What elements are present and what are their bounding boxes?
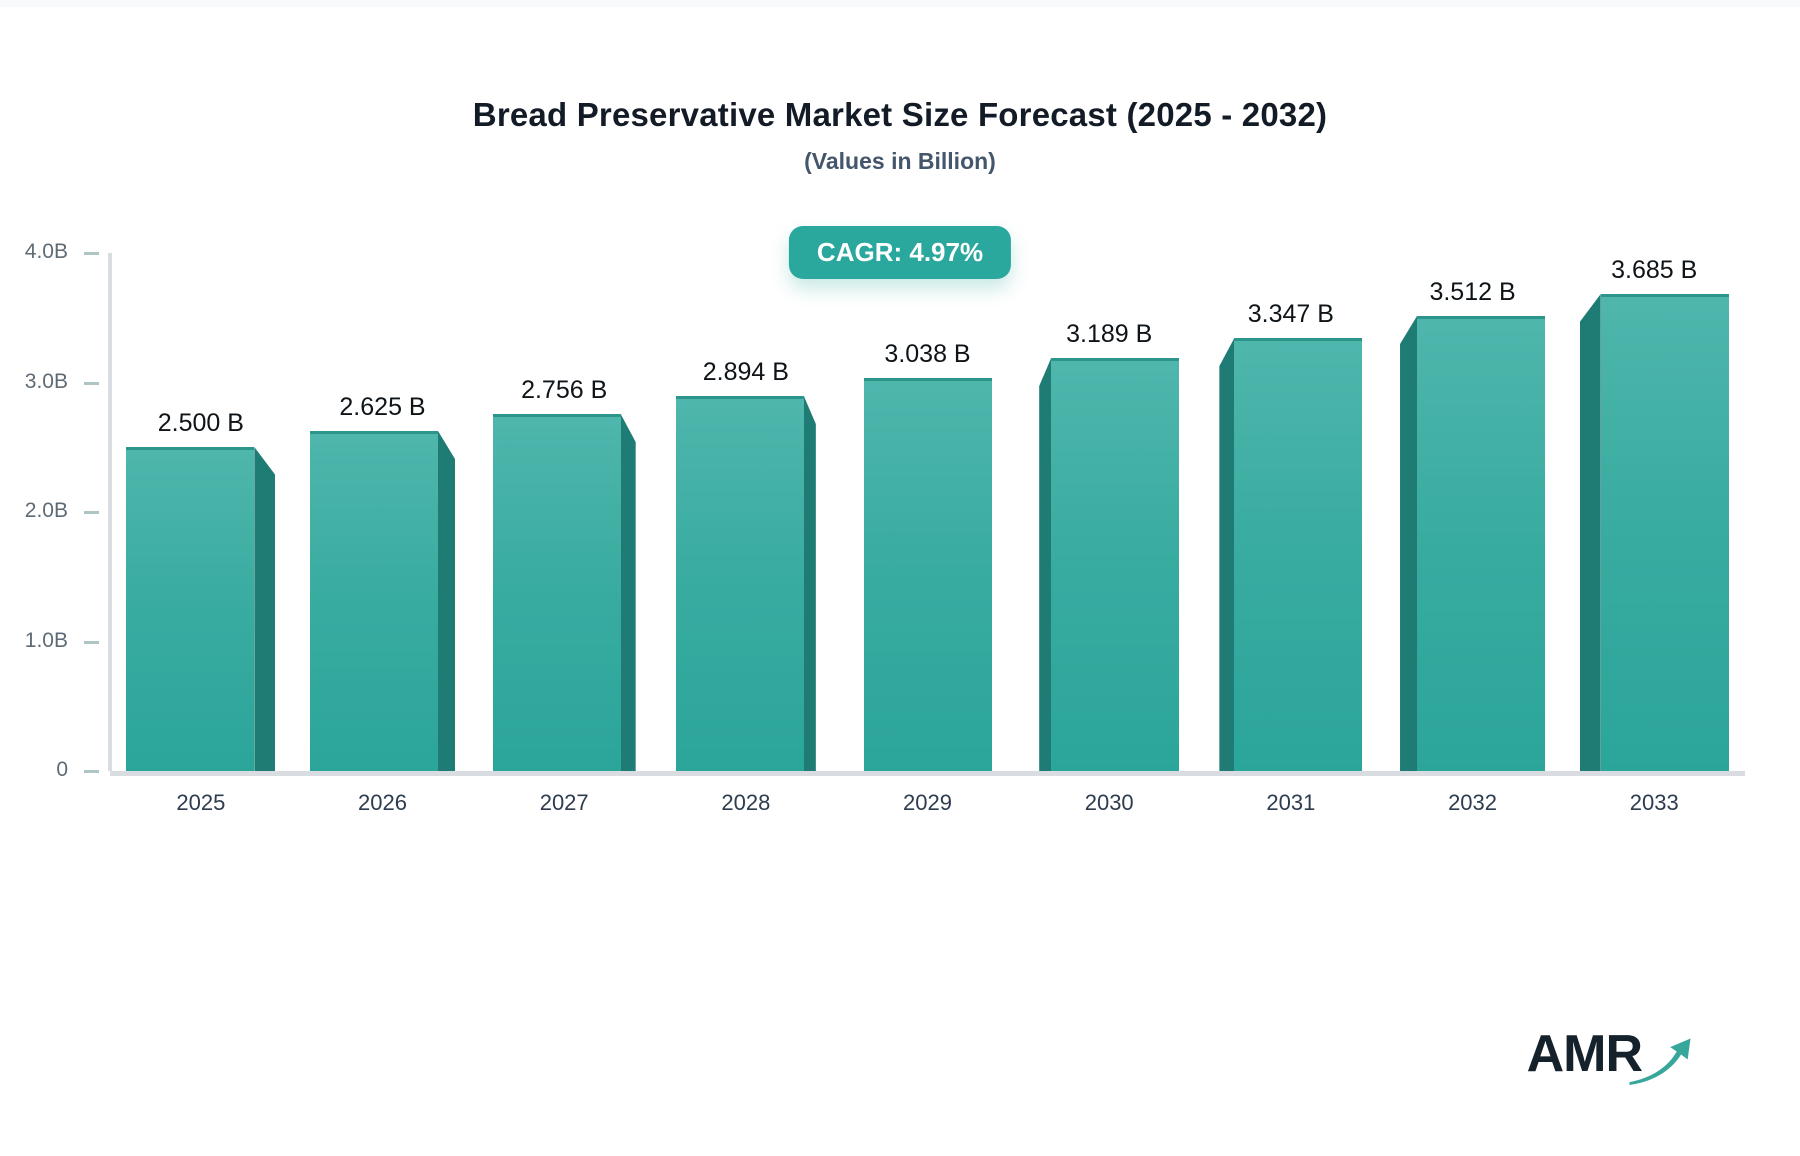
- tick-dash: [84, 770, 99, 773]
- bar-value-label: 3.038 B: [884, 340, 971, 368]
- tick-dash: [84, 381, 99, 385]
- x-label-2030: 2030: [1084, 790, 1134, 815]
- bar-column-2033: 3.685 B: [1563, 256, 1745, 771]
- bar-column-2025: 2.500 B: [110, 409, 292, 771]
- tick-dash: [84, 252, 99, 255]
- bar-value-label: 2.625 B: [339, 393, 426, 421]
- tick-dash: [84, 640, 99, 644]
- bar-column-2030: 3.189 B: [1018, 320, 1200, 771]
- x-label-2026: 2026: [358, 790, 407, 815]
- x-label-2025: 2025: [176, 790, 226, 815]
- y-tick-label: 3.0B: [24, 369, 68, 393]
- bar-2027[interactable]: [492, 414, 636, 771]
- bar-side-face: [438, 431, 455, 771]
- bar-column-2031: 3.347 B: [1200, 300, 1382, 771]
- bar-front-face: [863, 378, 992, 771]
- bar-2025[interactable]: [126, 447, 276, 771]
- bar-2031[interactable]: [1219, 338, 1363, 771]
- bar-front-face: [310, 431, 438, 771]
- cagr-badge: CAGR: 4.97%: [788, 226, 1012, 279]
- x-label-2031: 2031: [1266, 790, 1316, 815]
- bar-value-label: 3.189 B: [1066, 320, 1153, 348]
- bar-side-face: [1039, 358, 1052, 771]
- bar-column-2028: 2.894 B: [655, 358, 837, 771]
- bar-value-label: 3.512 B: [1429, 278, 1516, 306]
- bar-front-face: [1417, 316, 1546, 771]
- bar-side-face: [1579, 294, 1601, 771]
- tick-dash: [84, 511, 99, 514]
- top-edge-strip: [0, 0, 1800, 7]
- bar-2030[interactable]: [1039, 358, 1180, 771]
- bar-side-face: [620, 414, 636, 771]
- bar-2032[interactable]: [1400, 316, 1546, 771]
- y-tick-label: 1.0B: [24, 628, 68, 652]
- x-label-2028: 2028: [721, 790, 771, 815]
- bar-side-face: [803, 396, 816, 771]
- x-label-2029: 2029: [903, 790, 952, 815]
- bar-2029[interactable]: [863, 378, 992, 771]
- bar-column-2027: 2.756 B: [473, 376, 655, 771]
- bar-column-2032: 3.512 B: [1382, 278, 1564, 771]
- bar-side-face: [1400, 316, 1418, 771]
- bar-front-face: [675, 396, 804, 771]
- x-axis-labels: 2025 2026 2027 2028 2029 2030 2031 2032 …: [110, 790, 1745, 816]
- bar-value-label: 3.347 B: [1247, 300, 1334, 328]
- bar-value-label: 2.756 B: [521, 376, 608, 404]
- x-label-2033: 2033: [1629, 790, 1679, 815]
- bar-front-face: [1051, 358, 1180, 771]
- chart-title: Bread Preservative Market Size Forecast …: [472, 96, 1328, 133]
- bar-front-face: [492, 414, 621, 771]
- bar-value-label: 3.685 B: [1611, 256, 1698, 284]
- bar-column-2026: 2.625 B: [292, 393, 474, 771]
- bar-side-face: [254, 447, 276, 771]
- bar-2028[interactable]: [675, 396, 816, 771]
- bar-front-face: [126, 447, 255, 771]
- bar-front-face: [1600, 294, 1729, 771]
- y-axis-line: [108, 253, 112, 771]
- x-label-2027: 2027: [539, 790, 589, 815]
- bar-2026[interactable]: [310, 431, 455, 771]
- bar-column-2029: 3.038 B: [837, 340, 1019, 771]
- x-label-2032: 2032: [1448, 790, 1498, 815]
- plot-area: 4.0B 3.0B 2.0B 1.0B 0 2.500 B 2.625 B 2.…: [25, 240, 1745, 781]
- y-tick-label: 2.0B: [24, 499, 68, 522]
- growth-arrow-icon: [1628, 1030, 1692, 1097]
- y-tick-label: 4.0B: [24, 240, 68, 263]
- bar-value-label: 2.894 B: [702, 358, 789, 386]
- bar-side-face: [1219, 338, 1235, 771]
- amr-logo-text: AMR: [1526, 1025, 1643, 1083]
- chart-subtitle: (Values in Billion): [804, 148, 996, 174]
- bars-row: 2.500 B 2.625 B 2.756 B 2.894 B 3.038 B …: [110, 253, 1745, 771]
- bar-value-label: 2.500 B: [157, 409, 244, 437]
- bar-2033[interactable]: [1579, 294, 1729, 771]
- bar-front-face: [1234, 338, 1363, 771]
- amr-logo: AMR: [1527, 1028, 1692, 1097]
- y-tick-label: 0: [56, 758, 68, 781]
